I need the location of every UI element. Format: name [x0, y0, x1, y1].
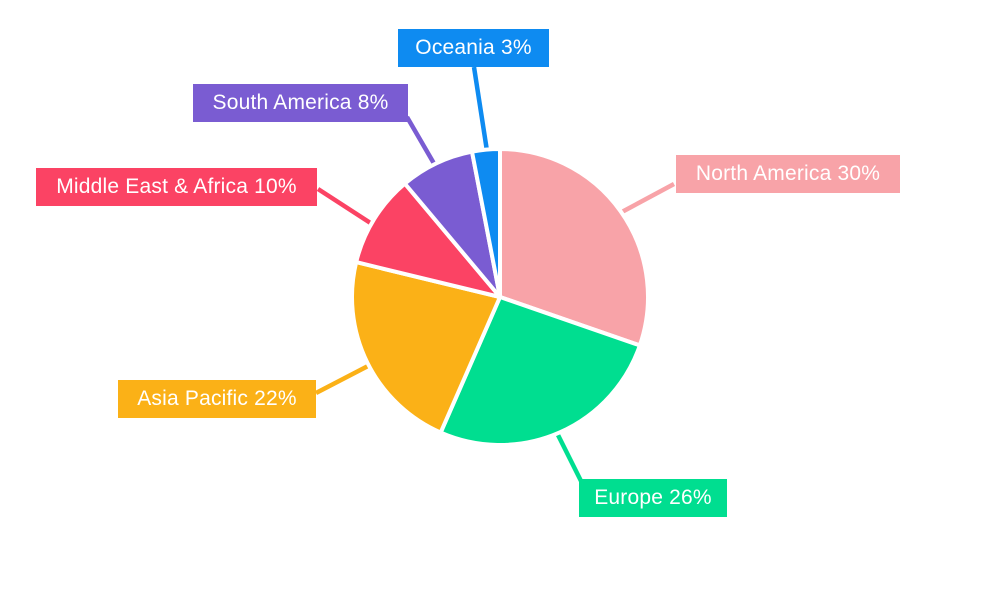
- leader-line-north-america: [618, 182, 676, 215]
- leader-line-middle-east-africa: [316, 187, 374, 226]
- pie-slice-asia-pacific[interactable]: [350, 260, 502, 435]
- pie-label-asia-pacific: Asia Pacific 22%: [118, 380, 316, 418]
- pie-slice-north-america[interactable]: [498, 147, 650, 348]
- leader-line-asia-pacific: [314, 364, 370, 395]
- pie-slice-europe[interactable]: [438, 295, 642, 447]
- pie-label-middle-east-africa: Middle East & Africa 10%: [36, 168, 317, 206]
- leader-lines-group: [314, 66, 676, 483]
- pie-slice-oceania[interactable]: [469, 146, 502, 299]
- leader-line-oceania: [471, 66, 490, 152]
- leader-line-europe: [555, 433, 584, 483]
- pie-label-oceania: Oceania 3%: [398, 29, 549, 67]
- pie-label-south-america: South America 8%: [193, 84, 408, 122]
- pie-label-north-america: North America 30%: [676, 155, 900, 193]
- leader-line-south-america: [405, 115, 438, 169]
- pie-slices-group: [350, 146, 650, 447]
- pie-label-europe: Europe 26%: [579, 479, 727, 517]
- pie-slice-middle-east-africa[interactable]: [354, 181, 502, 299]
